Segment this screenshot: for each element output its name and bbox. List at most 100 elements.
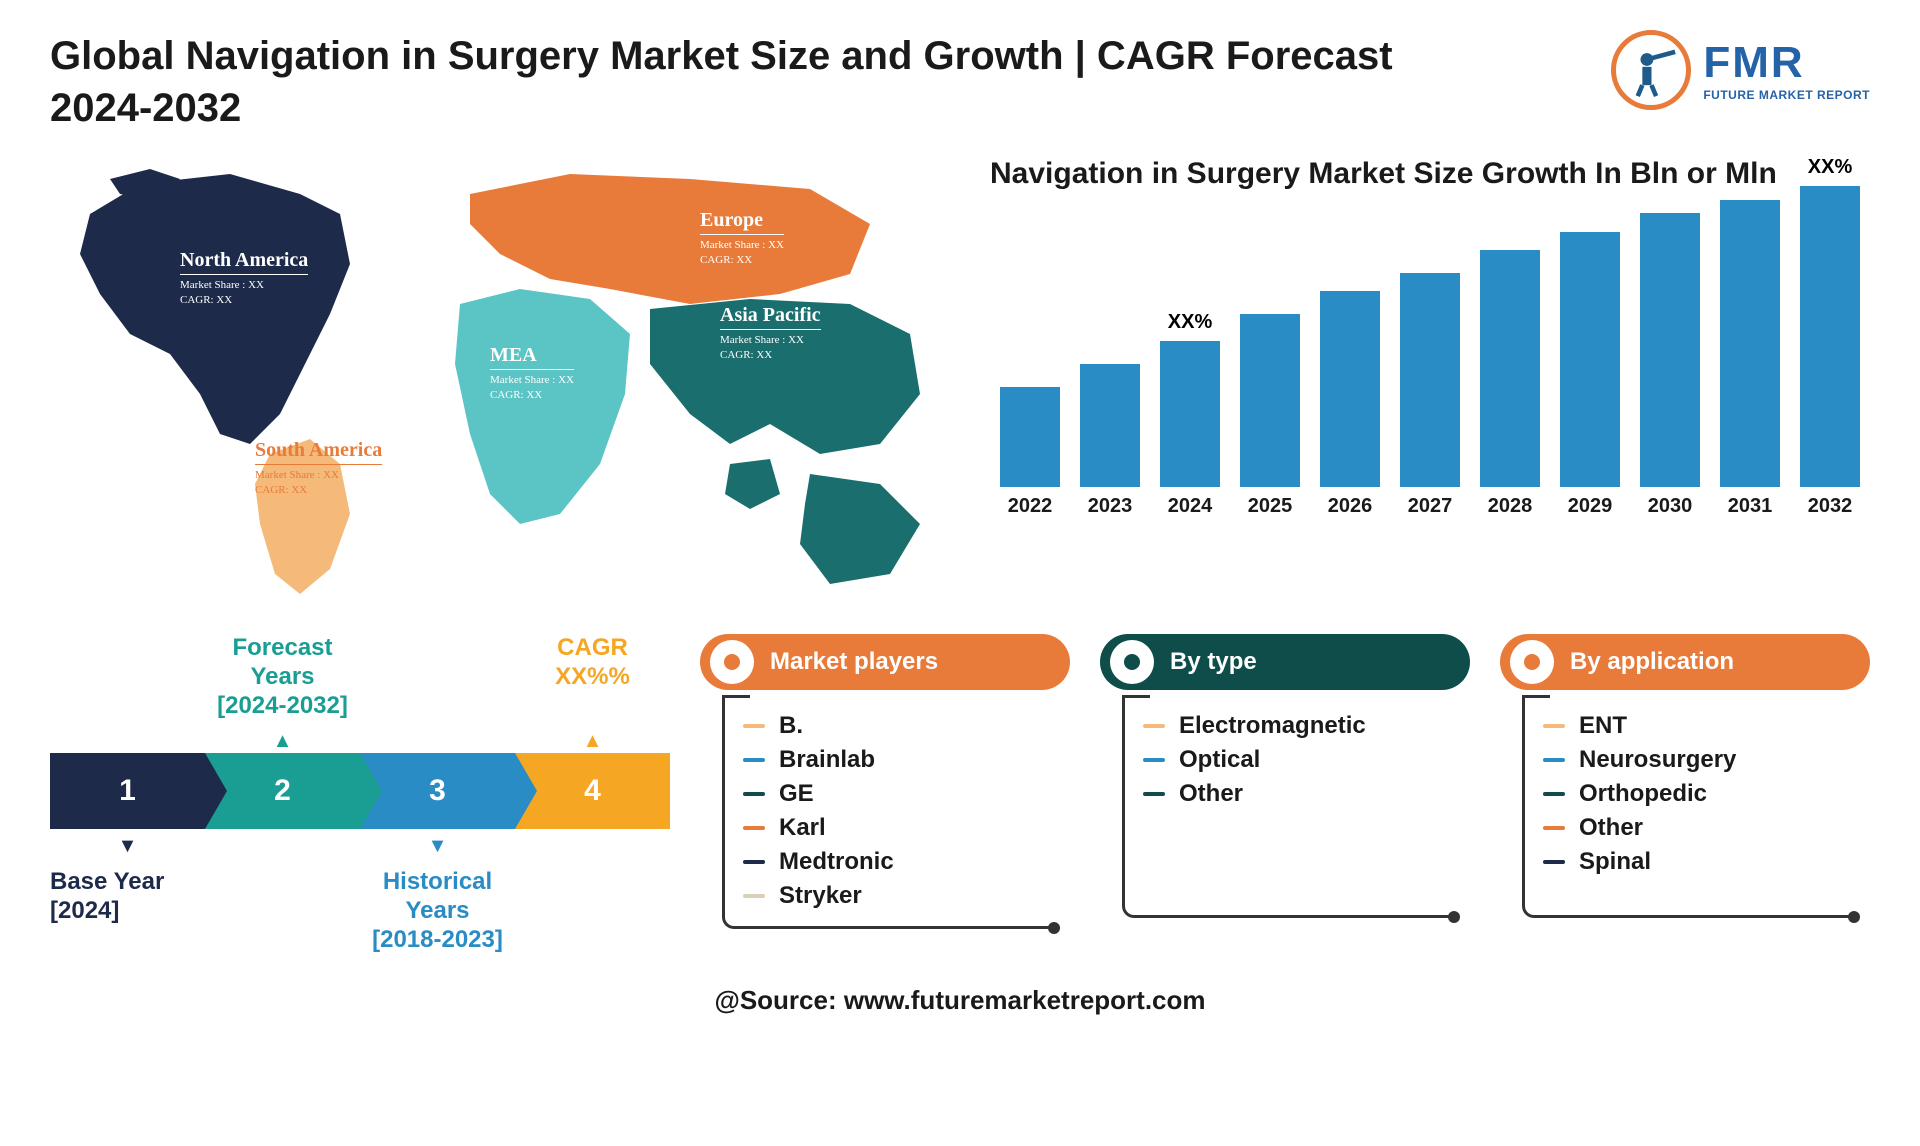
list-item-label: Karl (779, 814, 826, 842)
players-list: B. Brainlab GE Karl Medtronic Stryker (722, 698, 1054, 929)
region-sa: South America Market Share : XX CAGR: XX (255, 439, 382, 499)
list-item-label: Stryker (779, 882, 862, 910)
list-item-label: Spinal (1579, 848, 1651, 876)
bar-label: 2022 (1008, 495, 1053, 518)
bar-col: 2031 (1715, 200, 1785, 518)
bar (1640, 213, 1700, 487)
list-item: B. (743, 712, 1036, 740)
bar-row: 20222023XX%20242025202620272028202920302… (990, 208, 1870, 518)
page-title: Global Navigation in Surgery Market Size… (50, 30, 1450, 134)
list-item-label: B. (779, 712, 803, 740)
timeline-bar: 1 2 3 4 (50, 753, 670, 829)
timeline-block: Forecast Years [2024-2032] CAGR XX%% ▲▲ … (50, 634, 670, 955)
tick-icon (743, 724, 765, 728)
bar-col: XX%2024 (1155, 341, 1225, 518)
bar-label: 2028 (1488, 495, 1533, 518)
base-label: Base Year (50, 868, 205, 897)
players-pill: Market players (700, 634, 1070, 690)
region-mea: MEA Market Share : XX CAGR: XX (490, 344, 574, 404)
bar-col: 2030 (1635, 213, 1705, 518)
bar (1240, 314, 1300, 487)
logo-text: FMR (1703, 38, 1870, 88)
bar-label: 2026 (1328, 495, 1373, 518)
list-item: Medtronic (743, 848, 1036, 876)
bar-col: 2029 (1555, 232, 1625, 518)
type-list: Electromagnetic Optical Other (1122, 698, 1454, 918)
market-players-section: Market players B. Brainlab GE Karl Medtronic… (700, 634, 1070, 929)
logo-subtext: FUTURE MARKET REPORT (1703, 88, 1870, 102)
list-item-label: ENT (1579, 712, 1627, 740)
list-item-label: Brainlab (779, 746, 875, 774)
region-na: North America Market Share : XX CAGR: XX (180, 249, 308, 309)
timeline-seg-2: 2 (205, 753, 360, 829)
list-item: Stryker (743, 882, 1036, 910)
bar (1800, 186, 1860, 487)
list-item-label: Other (1579, 814, 1643, 842)
cagr-value: XX%% (515, 663, 670, 692)
bar-col: 2028 (1475, 250, 1545, 518)
application-list: ENT Neurosurgery Orthopedic Other Spinal (1522, 698, 1854, 918)
bar (1480, 250, 1540, 487)
tick-icon (743, 894, 765, 898)
bar-col: 2023 (1075, 364, 1145, 518)
list-item-label: Other (1179, 780, 1243, 808)
tick-icon (1543, 826, 1565, 830)
list-item: GE (743, 780, 1036, 808)
list-item-label: Optical (1179, 746, 1260, 774)
tick-icon (743, 758, 765, 762)
growth-chart: Navigation in Surgery Market Size Growth… (990, 154, 1870, 604)
bar-label: 2023 (1088, 495, 1133, 518)
hist-label: Historical Years (360, 868, 515, 926)
region-eu: Europe Market Share : XX CAGR: XX (700, 209, 784, 269)
pill-dot-icon (710, 640, 754, 684)
application-pill: By application (1500, 634, 1870, 690)
pill-dot-icon (1510, 640, 1554, 684)
bar-col: 2026 (1315, 291, 1385, 518)
hist-range: [2018-2023] (360, 926, 515, 955)
type-pill-label: By type (1170, 648, 1257, 676)
tick-icon (1543, 860, 1565, 864)
bar-label: 2029 (1568, 495, 1613, 518)
timeline-seg-1: 1 (50, 753, 205, 829)
list-item-label: Orthopedic (1579, 780, 1707, 808)
bar (1000, 387, 1060, 487)
cagr-label: CAGR (515, 634, 670, 663)
list-item: Karl (743, 814, 1036, 842)
tick-icon (1143, 792, 1165, 796)
bar-col: 2025 (1235, 314, 1305, 518)
chart-title: Navigation in Surgery Market Size Growth… (990, 154, 1870, 193)
tick-icon (743, 860, 765, 864)
fmr-logo: FMR FUTURE MARKET REPORT (1611, 30, 1870, 110)
bar (1560, 232, 1620, 487)
bar-col: XX%2032 (1795, 186, 1865, 518)
bar-label: 2024 (1168, 495, 1213, 518)
header: Global Navigation in Surgery Market Size… (50, 30, 1870, 134)
tick-icon (1543, 758, 1565, 762)
region-apac: Asia Pacific Market Share : XX CAGR: XX (720, 304, 821, 364)
list-item: Other (1143, 780, 1436, 808)
tick-icon (1143, 758, 1165, 762)
application-pill-label: By application (1570, 648, 1734, 676)
type-pill: By type (1100, 634, 1470, 690)
list-item: ENT (1543, 712, 1836, 740)
list-item: Other (1543, 814, 1836, 842)
tick-icon (743, 826, 765, 830)
bar-label: 2030 (1648, 495, 1693, 518)
forecast-range: [2024-2032] (205, 692, 360, 721)
timeline-seg-3: 3 (360, 753, 515, 829)
tick-icon (743, 792, 765, 796)
list-item-label: Neurosurgery (1579, 746, 1736, 774)
logo-icon (1611, 30, 1691, 110)
list-item-label: Medtronic (779, 848, 894, 876)
bar (1400, 273, 1460, 487)
list-item: Optical (1143, 746, 1436, 774)
list-item: Electromagnetic (1143, 712, 1436, 740)
bar-annotation: XX% (1168, 311, 1212, 334)
list-item: Orthopedic (1543, 780, 1836, 808)
forecast-label: Forecast Years (205, 634, 360, 692)
tick-icon (1543, 724, 1565, 728)
bar-col: 2022 (995, 387, 1065, 518)
timeline-seg-4: 4 (515, 753, 670, 829)
bar (1320, 291, 1380, 487)
players-pill-label: Market players (770, 648, 938, 676)
